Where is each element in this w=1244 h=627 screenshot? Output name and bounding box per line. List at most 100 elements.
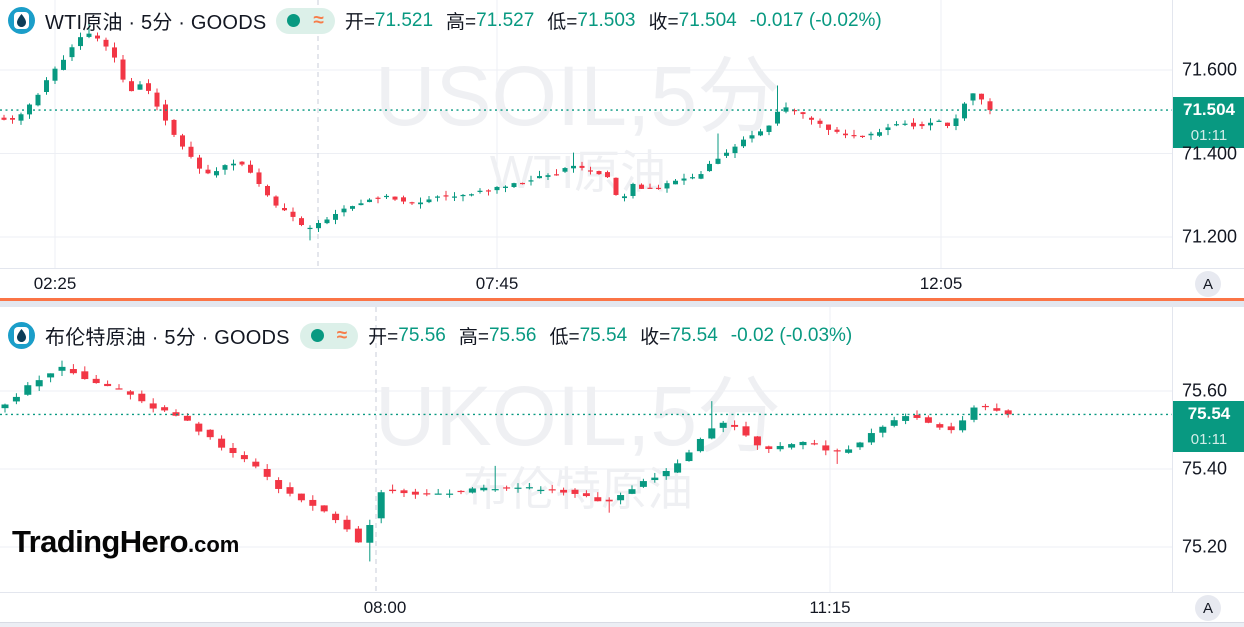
candle-body <box>282 208 287 211</box>
candle-body <box>443 195 449 197</box>
candle-body <box>537 489 545 492</box>
candle-body <box>993 408 1001 411</box>
candle-body <box>392 196 398 200</box>
market-status-dot-icon <box>310 329 324 342</box>
chart-legend[interactable]: WTI原油 · 5分 · GOODS ≈ 开= 71.521 高= 71.527 低… <box>8 6 882 35</box>
candle-body <box>343 519 351 530</box>
candle-body <box>86 33 92 37</box>
candle-body <box>707 163 712 172</box>
high-value: 71.527 <box>476 9 535 31</box>
last-price: 75.54 <box>1187 404 1231 424</box>
candle-body <box>58 366 66 371</box>
candle-body <box>936 424 944 428</box>
candle-body <box>354 528 362 543</box>
candle-body <box>206 429 214 438</box>
time-axis-wti[interactable]: A 02:25 07:45 12:05 <box>0 268 1244 298</box>
candle-body <box>446 493 454 495</box>
candle-body <box>851 135 857 137</box>
oil-symbol-icon <box>8 7 35 34</box>
status-pill[interactable]: ≈ <box>276 7 335 34</box>
candle-body <box>970 407 978 420</box>
bottom-border <box>0 622 1244 623</box>
candle-body <box>286 487 294 494</box>
candle-body <box>560 489 568 493</box>
close-value: 71.504 <box>678 9 737 31</box>
candle-body <box>503 487 511 489</box>
auto-scale-button[interactable]: A <box>1195 271 1221 297</box>
status-pill[interactable]: ≈ <box>299 322 359 349</box>
candle-body <box>333 213 338 220</box>
price-axis[interactable]: 71.504 01:11 75.54 01:11 71.600 71.400 71.… <box>1172 0 1244 627</box>
candle-body <box>171 119 177 135</box>
price-label: 75.60 <box>1182 380 1228 401</box>
candle-body <box>545 175 551 177</box>
candle-body <box>749 135 755 139</box>
low-value: 71.503 <box>577 9 636 31</box>
candle-body <box>275 480 283 489</box>
candle-body <box>970 93 976 101</box>
candle-body <box>981 405 989 408</box>
candle-body <box>979 93 984 100</box>
candle-body <box>188 146 194 157</box>
candle-body <box>205 169 211 174</box>
candle-body <box>460 194 466 197</box>
candle-body <box>639 184 644 189</box>
candle-body <box>913 414 921 418</box>
chart-legend[interactable]: 布伦特原油 · 5分 · GOODS ≈ 开= 75.56 高= 75.56 低= 7… <box>8 321 852 350</box>
price-label: 75.20 <box>1182 536 1228 557</box>
bottom-border-strip <box>0 623 1244 627</box>
low-label: 低= <box>547 12 578 33</box>
candle-body <box>719 422 727 428</box>
candle-body <box>879 426 887 433</box>
candle-body <box>800 112 806 115</box>
symbol-title[interactable]: WTI原油 · 5分 · GOODS <box>45 12 267 34</box>
candle-body <box>324 219 330 224</box>
candle-body <box>571 165 576 169</box>
time-label: 11:15 <box>809 597 851 617</box>
symbol-title[interactable]: 布伦特原油 · 5分 · GOODS <box>45 327 290 349</box>
candle-body <box>596 171 602 175</box>
candle-body <box>231 163 236 166</box>
low-value: 75.54 <box>579 324 628 346</box>
candle-body <box>426 199 432 203</box>
candle-body <box>423 493 431 495</box>
candle-body <box>708 428 716 439</box>
bar-countdown: 01:11 <box>1190 127 1228 145</box>
candle-body <box>673 180 678 185</box>
open-value: 71.521 <box>374 9 434 31</box>
candle-body <box>400 490 408 494</box>
candle-body <box>35 380 43 387</box>
candle-body <box>753 436 761 446</box>
candle-body <box>696 438 704 452</box>
auto-scale-button[interactable]: A <box>1195 595 1221 621</box>
candle-body <box>377 492 385 519</box>
candle-body <box>822 445 830 451</box>
time-axis-brent[interactable]: A 08:00 11:15 <box>0 592 1244 622</box>
candle-body <box>494 186 500 191</box>
candle-body <box>685 452 693 462</box>
candle-body <box>834 129 840 132</box>
last-price-badge-brent: 75.54 01:11 <box>1173 401 1244 453</box>
candle-body <box>792 110 797 112</box>
candle-body <box>902 416 910 421</box>
candle-body <box>742 426 750 436</box>
candle-body <box>562 168 568 172</box>
candle-body <box>486 190 491 192</box>
candle-body <box>528 180 534 182</box>
candle-body <box>732 146 738 154</box>
time-label: 08:00 <box>363 597 407 617</box>
low-label: 低= <box>549 327 580 348</box>
candle-body <box>214 171 219 176</box>
candle-body <box>384 195 389 198</box>
price-label: 71.600 <box>1182 59 1238 80</box>
time-label: 12:05 <box>919 273 963 293</box>
candle-body <box>252 461 260 467</box>
candle-body <box>78 37 83 47</box>
candle-body <box>149 403 157 409</box>
candle-body <box>95 35 100 39</box>
candle-body <box>18 114 24 121</box>
panel-divider <box>0 301 1244 307</box>
candle-body <box>741 139 746 147</box>
